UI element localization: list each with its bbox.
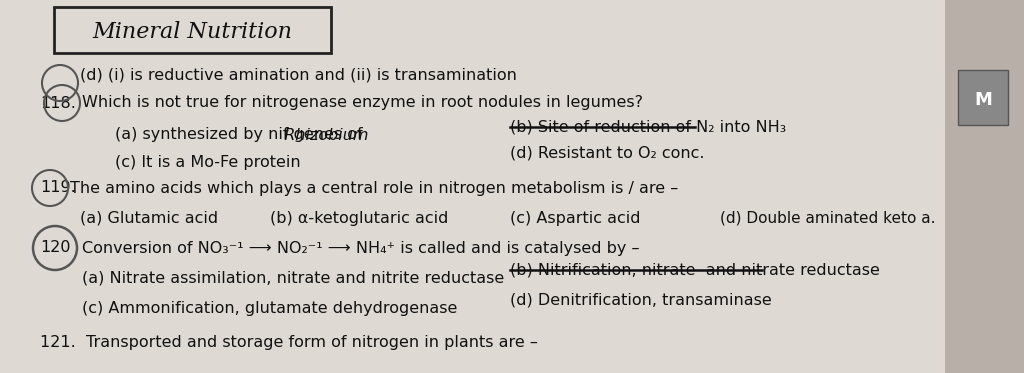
Text: (c) It is a Mo-Fe protein: (c) It is a Mo-Fe protein (115, 156, 301, 170)
Text: Conversion of NO₃⁻¹ ⟶ NO₂⁻¹ ⟶ NH₄⁺ is called and is catalysed by –: Conversion of NO₃⁻¹ ⟶ NO₂⁻¹ ⟶ NH₄⁺ is ca… (82, 241, 640, 256)
Text: (a) Glutamic acid: (a) Glutamic acid (80, 210, 218, 226)
Text: (c) Aspartic acid: (c) Aspartic acid (510, 210, 640, 226)
Bar (945, 0, 1024, 373)
Text: (b) Nitrification, nitrate  and nitrate reductase: (b) Nitrification, nitrate and nitrate r… (510, 263, 880, 278)
Text: The amino acids which plays a central role in nitrogen metabolism is / are –: The amino acids which plays a central ro… (70, 181, 678, 195)
Text: Rhizobium: Rhizobium (274, 128, 369, 142)
Text: Mineral Nutrition: Mineral Nutrition (92, 21, 293, 43)
Text: (a) synthesized by nif genes of: (a) synthesized by nif genes of (115, 128, 362, 142)
Text: (c) Ammonification, glutamate dehydrogenase: (c) Ammonification, glutamate dehydrogen… (82, 301, 458, 316)
Text: 119.: 119. (40, 181, 76, 195)
Text: (d) Denitrification, transaminase: (d) Denitrification, transaminase (510, 292, 772, 307)
Text: 121.  Transported and storage form of nitrogen in plants are –: 121. Transported and storage form of nit… (40, 335, 538, 351)
Text: M: M (974, 91, 992, 109)
Text: (b) Site of reduction of N₂ into NH₃: (b) Site of reduction of N₂ into NH₃ (510, 119, 786, 135)
Text: (d) Double aminated keto a.: (d) Double aminated keto a. (720, 210, 936, 226)
Text: (d) Resistant to O₂ conc.: (d) Resistant to O₂ conc. (510, 145, 705, 160)
Text: 120: 120 (40, 241, 71, 256)
Bar (958, 70, 1008, 125)
Text: (b) α-ketoglutaric acid: (b) α-ketoglutaric acid (270, 210, 449, 226)
Text: (a) Nitrate assimilation, nitrate and nitrite reductase: (a) Nitrate assimilation, nitrate and ni… (82, 270, 504, 285)
Text: (d) (i) is reductive amination and (ii) is transamination: (d) (i) is reductive amination and (ii) … (80, 68, 517, 82)
Text: Which is not true for nitrogenase enzyme in root nodules in legumes?: Which is not true for nitrogenase enzyme… (82, 95, 643, 110)
Text: 118.: 118. (40, 95, 76, 110)
